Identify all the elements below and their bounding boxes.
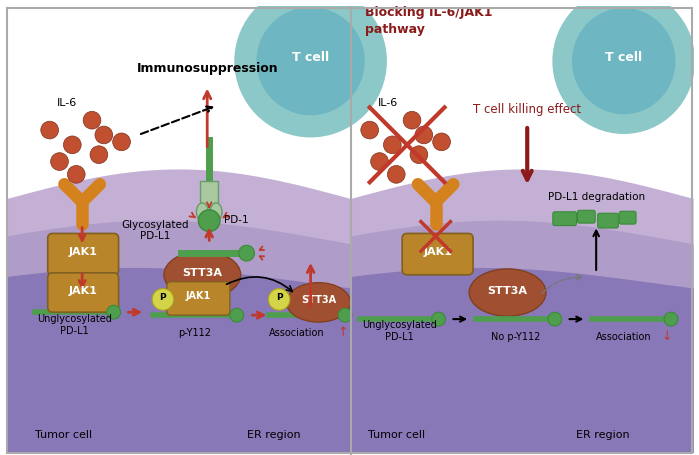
Circle shape	[432, 313, 445, 326]
Ellipse shape	[234, 0, 387, 138]
Text: Association: Association	[269, 327, 324, 337]
Circle shape	[64, 136, 81, 154]
Text: JAK1: JAK1	[423, 247, 452, 257]
Text: p-Y112: p-Y112	[178, 327, 211, 337]
FancyBboxPatch shape	[48, 273, 119, 313]
FancyBboxPatch shape	[619, 212, 636, 225]
Text: JAK1: JAK1	[69, 285, 98, 295]
Ellipse shape	[469, 269, 546, 317]
Circle shape	[664, 313, 678, 326]
Text: Tumor cell: Tumor cell	[35, 430, 92, 440]
Text: T cell: T cell	[605, 51, 642, 64]
Circle shape	[413, 180, 423, 190]
Text: T cell killing effect: T cell killing effect	[473, 103, 582, 116]
Circle shape	[152, 289, 174, 311]
Text: Tumor cell: Tumor cell	[368, 430, 425, 440]
Circle shape	[384, 136, 401, 154]
Text: Glycosylated
PD-L1: Glycosylated PD-L1	[121, 219, 189, 241]
Text: PD-L1 degradation: PD-L1 degradation	[547, 192, 644, 202]
Circle shape	[415, 127, 433, 145]
Text: STT3A: STT3A	[487, 285, 528, 295]
Text: STT3A: STT3A	[182, 267, 222, 277]
Circle shape	[50, 153, 69, 171]
Text: STT3A: STT3A	[301, 295, 336, 305]
FancyBboxPatch shape	[577, 211, 595, 223]
Polygon shape	[7, 221, 351, 453]
Text: Association: Association	[596, 331, 651, 341]
Polygon shape	[351, 268, 693, 453]
Text: ER region: ER region	[577, 430, 630, 440]
Text: ↓: ↓	[662, 329, 672, 342]
Text: Blocking IL-6/JAK1
pathway: Blocking IL-6/JAK1 pathway	[365, 5, 492, 35]
Circle shape	[113, 134, 131, 152]
FancyBboxPatch shape	[167, 282, 230, 315]
Circle shape	[90, 147, 108, 164]
Text: ↑: ↑	[338, 325, 348, 338]
Circle shape	[67, 166, 85, 184]
Circle shape	[59, 180, 69, 190]
Circle shape	[449, 180, 459, 190]
Circle shape	[370, 153, 389, 171]
FancyBboxPatch shape	[598, 214, 619, 228]
Circle shape	[95, 180, 105, 190]
Circle shape	[338, 308, 352, 322]
Polygon shape	[351, 221, 693, 453]
Bar	[201, 182, 218, 211]
Circle shape	[268, 289, 290, 311]
FancyBboxPatch shape	[402, 234, 473, 275]
Text: IL-6: IL-6	[57, 98, 77, 108]
Text: T cell: T cell	[292, 51, 329, 64]
Ellipse shape	[552, 0, 695, 135]
Circle shape	[387, 166, 405, 184]
Text: Immunosuppression: Immunosuppression	[136, 62, 278, 75]
Text: JAK1: JAK1	[69, 247, 98, 257]
Circle shape	[199, 210, 220, 232]
Circle shape	[239, 246, 254, 262]
Text: PD-1: PD-1	[224, 214, 249, 224]
Circle shape	[433, 134, 450, 152]
FancyBboxPatch shape	[48, 234, 119, 275]
Ellipse shape	[572, 9, 675, 115]
Polygon shape	[7, 268, 351, 453]
Ellipse shape	[210, 203, 222, 221]
Circle shape	[41, 122, 59, 140]
Circle shape	[403, 112, 421, 130]
Circle shape	[107, 306, 120, 319]
Circle shape	[95, 127, 113, 145]
Text: P: P	[159, 293, 166, 302]
Text: ER region: ER region	[247, 430, 301, 440]
Circle shape	[361, 122, 379, 140]
Ellipse shape	[196, 203, 208, 221]
Circle shape	[410, 147, 428, 164]
Ellipse shape	[257, 8, 365, 116]
Text: Unglycosylated
PD-L1: Unglycosylated PD-L1	[362, 319, 437, 341]
Ellipse shape	[287, 283, 350, 322]
Circle shape	[83, 112, 101, 130]
FancyBboxPatch shape	[553, 212, 577, 226]
Text: IL-6: IL-6	[377, 98, 398, 108]
Circle shape	[548, 313, 562, 326]
Text: JAK1: JAK1	[186, 291, 211, 301]
Polygon shape	[351, 170, 693, 453]
Circle shape	[230, 308, 244, 322]
Polygon shape	[7, 170, 351, 453]
Ellipse shape	[164, 252, 240, 299]
Text: P: P	[276, 293, 282, 302]
Text: Unglycosylated
PD-L1: Unglycosylated PD-L1	[37, 313, 112, 335]
Text: No p-Y112: No p-Y112	[491, 331, 540, 341]
